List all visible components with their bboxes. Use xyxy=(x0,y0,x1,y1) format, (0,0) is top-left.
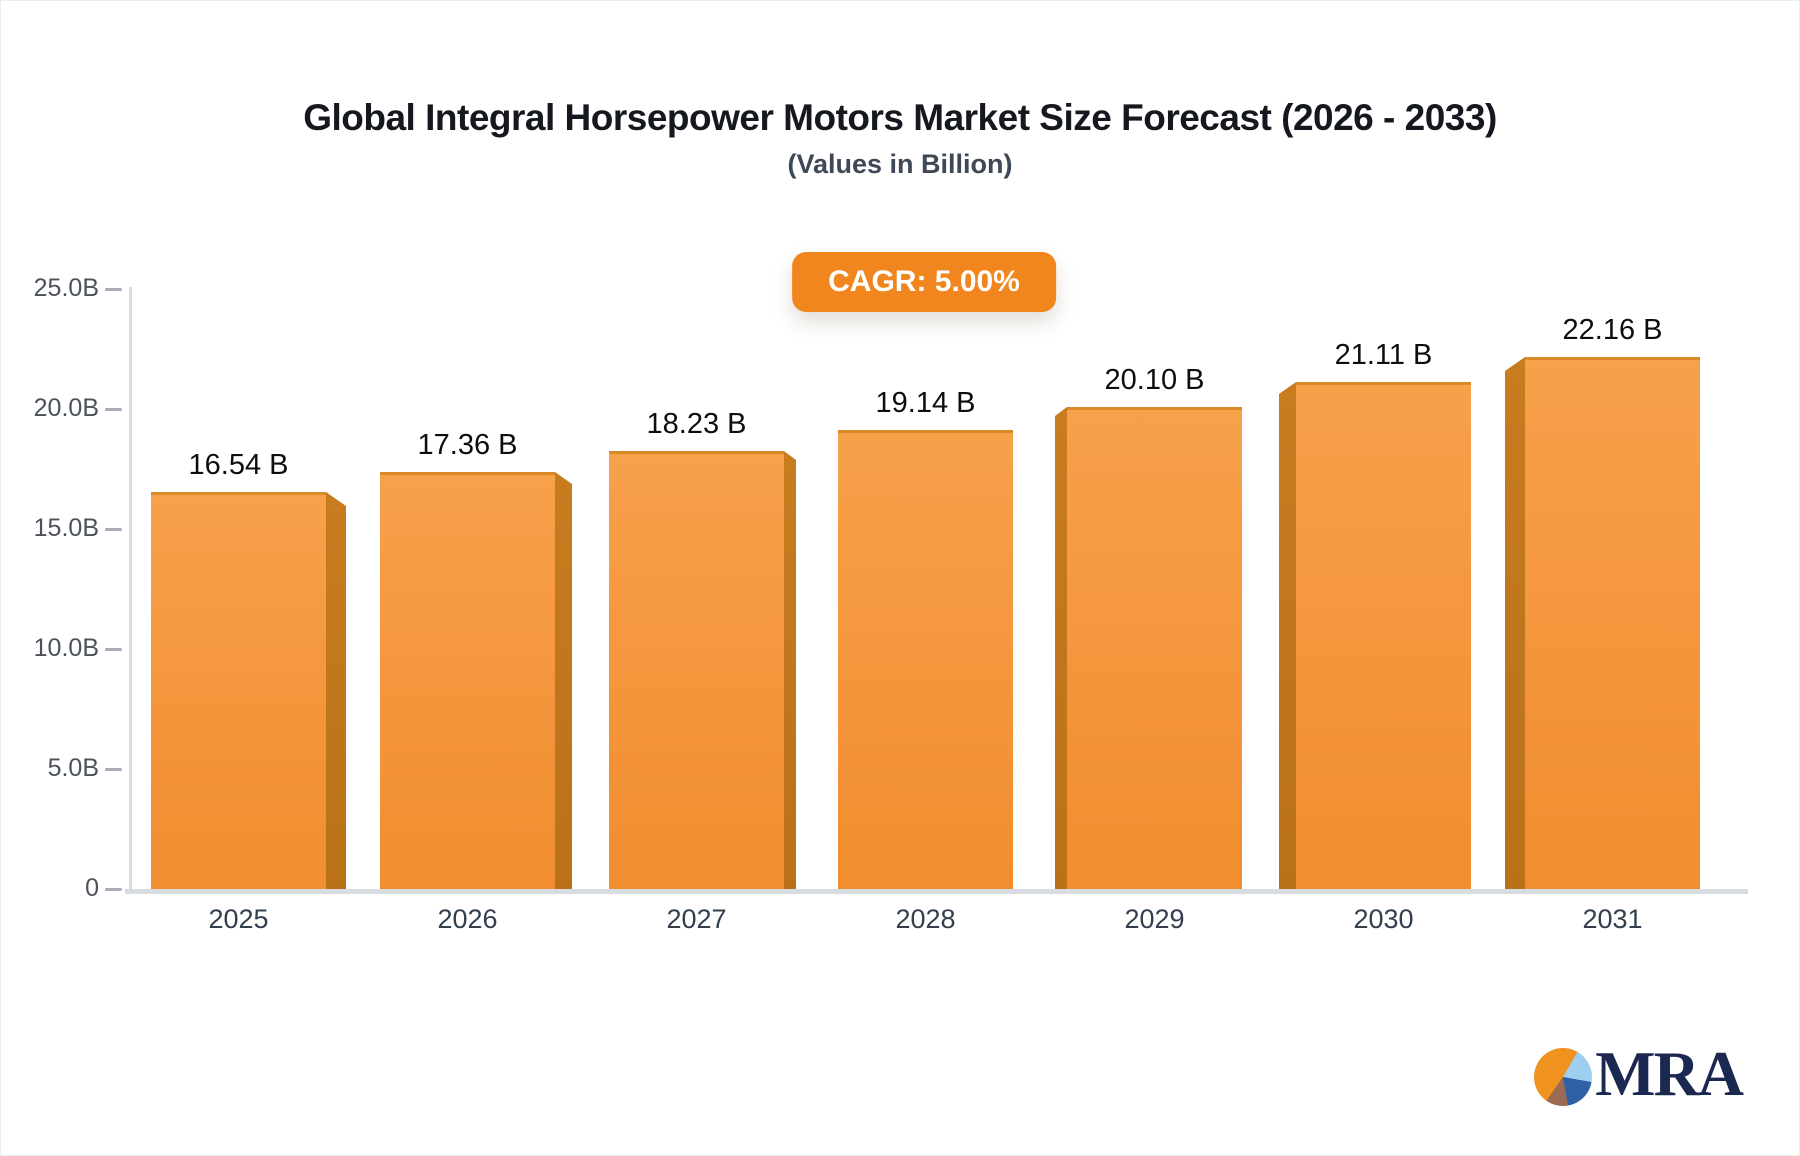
bar-value-label-2025: 16.54 B xyxy=(188,449,289,481)
bar-value-label-2031: 22.16 B xyxy=(1562,314,1663,346)
bar-2027 xyxy=(609,451,784,889)
plot-area: 0 5.0B 10.0B 15.0B 20.0B 25.0B 16.54 B 17.36 B… xyxy=(34,274,1748,934)
bar-2031 xyxy=(1525,357,1700,889)
y-tick-label: 20.0B xyxy=(33,394,99,422)
y-tick-label: 5.0B xyxy=(47,754,99,782)
x-tick-label-2027: 2027 xyxy=(666,904,727,934)
bar-3d-side-2027 xyxy=(784,451,796,889)
chart-subtitle: (Values in Billion) xyxy=(787,149,1013,179)
bar-3d-side-2030 xyxy=(1279,382,1296,889)
y-tick-dash xyxy=(105,288,122,291)
bar-2028 xyxy=(838,430,1013,889)
y-tick-label: 10.0B xyxy=(33,634,99,662)
bar-3d-side-2029 xyxy=(1055,407,1067,889)
mra-logo: MRA xyxy=(1534,1038,1744,1109)
bar-3d-side-2026 xyxy=(555,472,572,889)
bar-3d-side-2031 xyxy=(1505,357,1525,889)
bar-2029 xyxy=(1067,407,1242,889)
bar-2026 xyxy=(380,472,555,889)
bar-value-label-2028: 19.14 B xyxy=(875,387,976,419)
bar-value-label-2029: 20.10 B xyxy=(1104,364,1205,396)
y-tick-dash xyxy=(105,528,122,531)
mra-logo-text: MRA xyxy=(1595,1038,1744,1109)
bar-value-label-2027: 18.23 B xyxy=(646,408,747,440)
y-tick-label: 15.0B xyxy=(33,514,99,542)
bar-2030 xyxy=(1296,382,1471,889)
bar-3d-side-2025 xyxy=(326,492,346,889)
chart-title: Global Integral Horsepower Motors Market… xyxy=(303,97,1497,138)
y-tick-dash xyxy=(105,888,122,891)
pie-chart-icon xyxy=(1534,1048,1593,1106)
y-tick-label: 25.0B xyxy=(33,274,99,302)
y-tick-dash xyxy=(105,408,122,411)
bar-value-label-2030: 21.11 B xyxy=(1334,339,1433,371)
y-tick-dash xyxy=(105,768,122,771)
x-tick-label-2025: 2025 xyxy=(208,904,269,934)
bar-value-label-2026: 17.36 B xyxy=(417,429,518,461)
x-tick-label-2031: 2031 xyxy=(1582,904,1643,934)
cagr-badge: CAGR: 5.00% xyxy=(792,252,1056,312)
bar-2025 xyxy=(151,492,326,889)
x-tick-label-2030: 2030 xyxy=(1353,904,1414,934)
y-axis-line xyxy=(129,287,132,892)
y-tick-label: 0 xyxy=(85,874,99,902)
y-tick-dash xyxy=(105,648,122,651)
x-axis-line xyxy=(125,889,1748,894)
x-tick-label-2029: 2029 xyxy=(1124,904,1185,934)
x-tick-label-2026: 2026 xyxy=(437,904,498,934)
x-tick-label-2028: 2028 xyxy=(895,904,956,934)
